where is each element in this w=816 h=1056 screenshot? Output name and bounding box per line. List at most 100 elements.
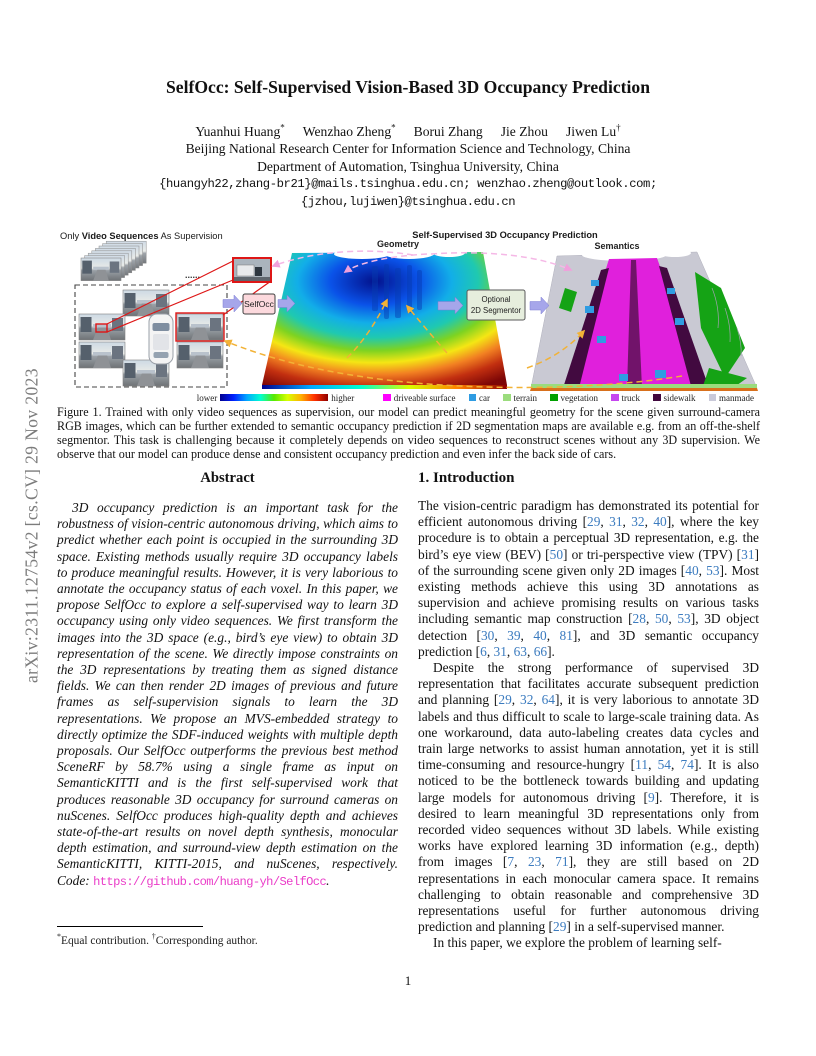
abstract-heading: Abstract: [200, 470, 255, 486]
citation-link[interactable]: 50: [549, 546, 564, 562]
camera-back-right-image: [176, 341, 224, 369]
citation-link[interactable]: 7: [507, 854, 515, 870]
legend-label: vegetation: [560, 392, 599, 403]
citation-link[interactable]: 29: [498, 692, 512, 708]
legend-item: terrain: [503, 393, 537, 403]
citation-link[interactable]: 31: [741, 546, 755, 562]
car-voxels: [585, 280, 684, 381]
citation-link[interactable]: 64: [541, 692, 555, 708]
author-footnote-marker: *: [280, 122, 285, 132]
citation-link[interactable]: 9: [647, 789, 655, 805]
legend-swatch: [708, 393, 716, 402]
email-line-1: {huangyh22,zhang-br21}@mails.tsinghua.ed…: [159, 177, 657, 191]
citation-link[interactable]: 29: [587, 514, 601, 530]
intro-paragraph-2: Despite the strong performance of superv…: [418, 660, 760, 935]
citation-link[interactable]: 28: [632, 611, 646, 627]
legend-swatch: [653, 393, 661, 402]
selfocc-box: SelfOcc: [242, 293, 276, 315]
citation-link[interactable]: 53: [677, 611, 691, 627]
vegetation-region: [559, 272, 747, 388]
citation-link[interactable]: 31: [609, 514, 623, 530]
introduction-heading: 1. Introduction: [418, 470, 515, 486]
arxiv-watermark: arXiv:2311.12754v2 [cs.CV] 29 Nov 2023: [21, 368, 42, 683]
citation-link[interactable]: 31: [493, 643, 507, 659]
legend-label: car: [479, 392, 491, 403]
author-name: Yuanhui Huang*: [195, 122, 285, 139]
colorbar-lower-label: lower: [196, 392, 218, 403]
colorbar-higher-label: higher: [331, 392, 355, 403]
code-link[interactable]: https://github.com/huang-yh/SelfOcc: [93, 874, 327, 889]
abstract-text: 3D occupancy prediction is an important …: [57, 500, 398, 889]
svg-text:Optional: Optional: [481, 295, 510, 304]
selfocc-label: SelfOcc: [244, 299, 275, 309]
affiliation-line-2: Department of Automation, Tsinghua Unive…: [257, 159, 559, 174]
pink-dashed-arrows: [271, 250, 573, 273]
figure-caption: Figure 1. Trained with only video sequen…: [57, 405, 760, 461]
video-sequence-stack: [80, 240, 147, 282]
legend-item: vegetation: [550, 393, 598, 403]
legend-label: truck: [621, 392, 641, 403]
author-footnote-marker: *: [391, 122, 396, 132]
citation-link[interactable]: 11: [635, 757, 649, 773]
legend-item: manmade: [708, 392, 754, 403]
zoom-crop-callout: [95, 257, 272, 342]
citation-link[interactable]: 81: [559, 627, 573, 643]
citation-link[interactable]: 30: [480, 627, 495, 643]
left-column: Abstract 3D occupancy prediction is an i…: [57, 470, 398, 890]
figure-1-teaser: Only Video Sequences As Supervision: [60, 230, 758, 391]
semantics-label: Semantics: [594, 241, 639, 251]
surround-camera-box: [74, 284, 228, 388]
citation-link[interactable]: 29: [553, 919, 567, 935]
legend-swatch: [611, 393, 619, 402]
geometry-label: Geometry: [377, 239, 419, 249]
citation-link[interactable]: 40: [653, 514, 667, 530]
camera-front-right-image: [176, 313, 224, 341]
geometry-bottom-strip: [262, 385, 507, 389]
right-column: 1. Introduction The vision-centric parad…: [418, 470, 759, 952]
author-name: Jie Zhou: [500, 123, 548, 139]
legend-swatch: [383, 393, 391, 402]
citation-link[interactable]: 71: [555, 854, 569, 870]
footnote: *Equal contribution. †Corresponding auth…: [57, 926, 398, 947]
author-line: Yuanhui Huang* Wenzhao Zheng* Borui Zhang J…: [0, 122, 816, 140]
ego-car-topview: [148, 313, 174, 365]
legend-item: sidewalk: [653, 393, 696, 403]
intro-paragraph-1: The vision-centric paradigm has demonstr…: [418, 498, 759, 659]
citation-link[interactable]: 40: [533, 627, 547, 643]
citation-link[interactable]: 23: [527, 854, 542, 870]
citation-link[interactable]: 40: [685, 562, 699, 578]
citation-link[interactable]: 6: [480, 643, 487, 659]
citation-link[interactable]: 74: [680, 757, 694, 773]
figure-legend: lower higher driveable surface car terra…: [57, 391, 760, 404]
citation-link[interactable]: 39: [507, 627, 521, 643]
legend-label: manmade: [719, 392, 754, 403]
figure-left-label: Only Video Sequences As Supervision: [60, 231, 223, 241]
intro-paragraph-3: In this paper, we explore the problem of…: [433, 935, 722, 951]
svg-text:2D Segmentor: 2D Segmentor: [471, 306, 522, 315]
author-name: Wenzhao Zheng*: [302, 122, 396, 139]
citation-link[interactable]: 32: [631, 514, 645, 530]
citation-link[interactable]: 54: [657, 757, 671, 773]
legend-label: driveable surface: [393, 392, 456, 403]
affiliation-line-1: Beijing National Research Center for Inf…: [185, 141, 631, 156]
page-number: 1: [404, 973, 412, 988]
legend-label: sidewalk: [663, 392, 696, 403]
citation-link[interactable]: 63: [513, 643, 527, 659]
citation-link[interactable]: 32: [520, 692, 534, 708]
citation-link[interactable]: 50: [654, 611, 669, 627]
email-line-2: {jzhou,lujiwen}@tsinghua.edu.cn: [300, 195, 516, 209]
footnote-rule: [57, 926, 203, 927]
legend-item: truck: [611, 393, 640, 403]
ellipsis-dots: ......: [185, 270, 200, 280]
semantics-render: [530, 249, 758, 391]
legend-swatch: [550, 393, 558, 402]
citation-link[interactable]: 66: [533, 643, 548, 659]
figure-top-label: Self-Supervised 3D Occupancy Prediction: [412, 230, 598, 240]
author-footnote-marker: †: [616, 122, 621, 132]
legend-swatch: [468, 393, 477, 402]
author-name: Jiwen Lu†: [565, 122, 621, 139]
citation-link[interactable]: 53: [706, 562, 720, 578]
flow-arrows: [222, 294, 550, 315]
segmentor-box: Optional 2D Segmentor: [466, 289, 526, 321]
